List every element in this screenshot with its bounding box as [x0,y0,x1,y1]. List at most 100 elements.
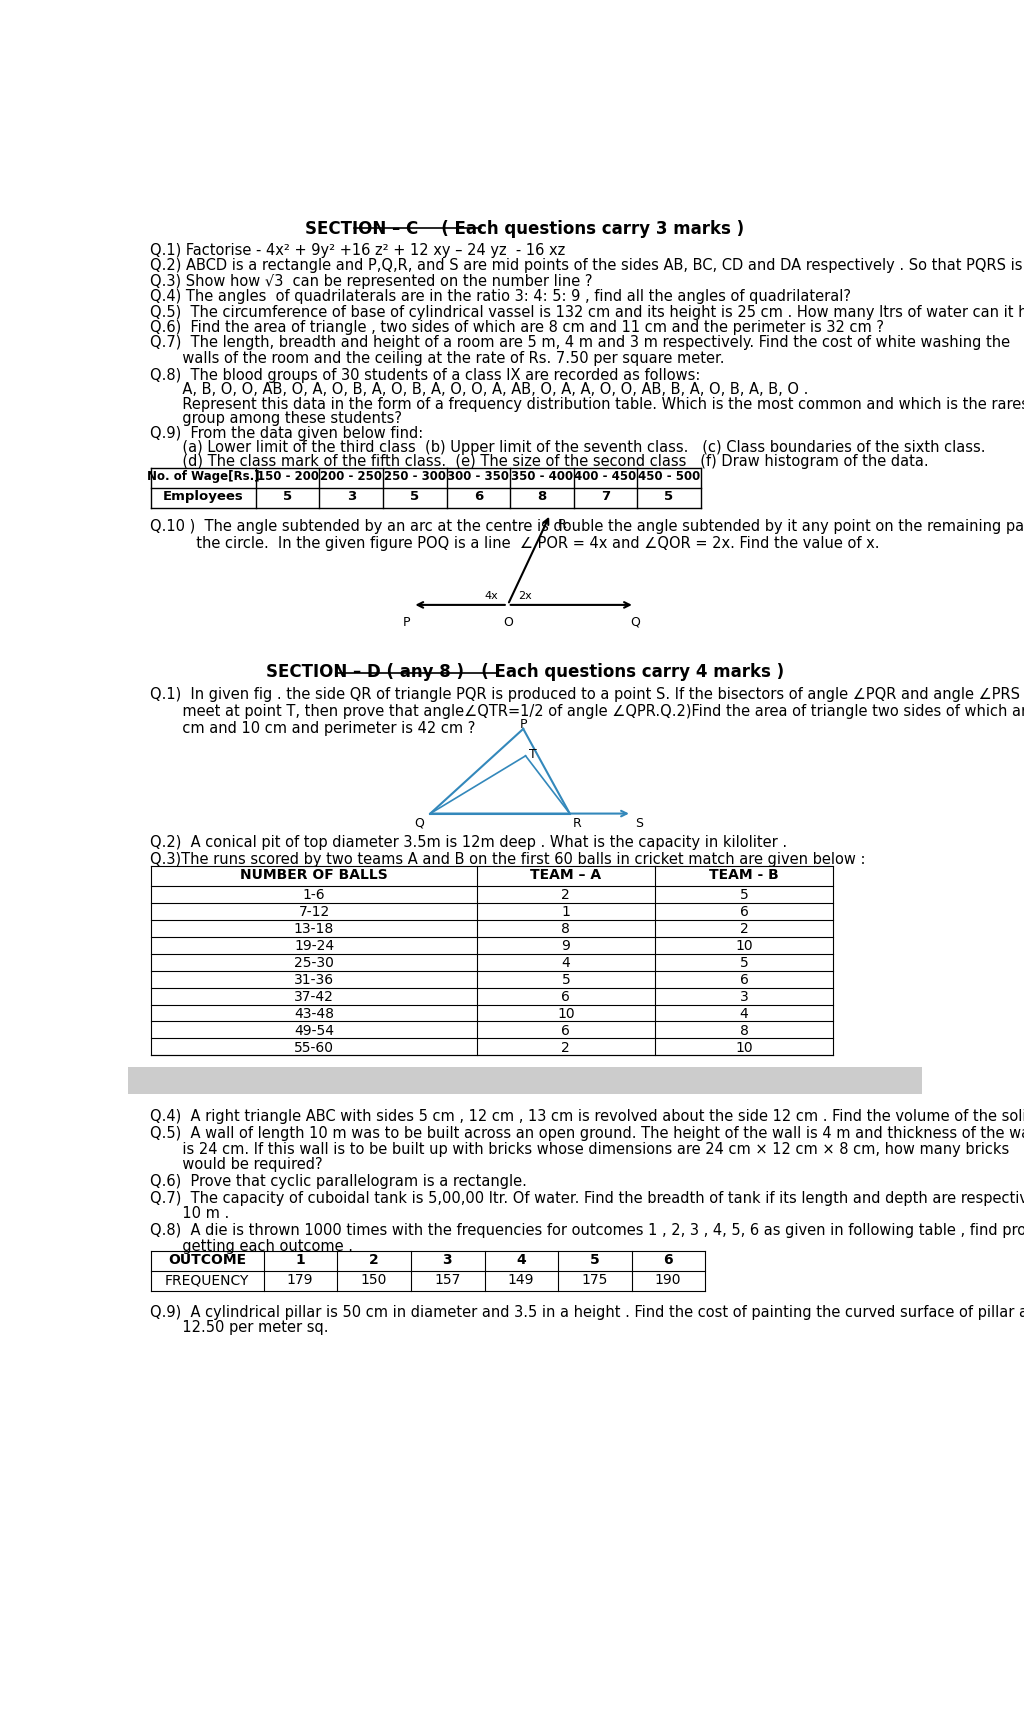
Text: Q.10 )  The angle subtended by an arc at the centre is double the angle subtende: Q.10 ) The angle subtended by an arc at … [150,519,1024,534]
Text: 5: 5 [739,888,749,901]
Text: 2: 2 [561,1041,570,1054]
Text: 6: 6 [561,1023,570,1037]
Text: 49-54: 49-54 [294,1023,334,1037]
Text: Q.7)  The length, breadth and height of a room are 5 m, 4 m and 3 m respectively: Q.7) The length, breadth and height of a… [150,335,1010,350]
Text: 400 - 450: 400 - 450 [574,470,637,482]
Text: SECTION – D ( any 8 )   ( Each questions carry 4 marks ): SECTION – D ( any 8 ) ( Each questions c… [266,663,783,680]
Text: 13-18: 13-18 [294,922,334,936]
Text: 8: 8 [561,922,570,936]
Text: 300 - 350: 300 - 350 [447,470,509,482]
Text: 12.50 per meter sq.: 12.50 per meter sq. [150,1320,329,1336]
Text: walls of the room and the ceiling at the rate of Rs. 7.50 per square meter.: walls of the room and the ceiling at the… [150,350,724,366]
Text: S: S [636,817,643,829]
Text: 31-36: 31-36 [294,974,334,987]
Text: Q.3)The runs scored by two teams A and B on the first 60 balls in cricket match : Q.3)The runs scored by two teams A and B… [150,852,865,867]
Text: 5: 5 [561,974,570,987]
Text: R: R [573,817,582,829]
Text: Q.6)  Prove that cyclic parallelogram is a rectangle.: Q.6) Prove that cyclic parallelogram is … [150,1174,526,1188]
Text: 37-42: 37-42 [294,991,334,1004]
Text: 3: 3 [442,1253,453,1267]
Text: 7-12: 7-12 [298,905,330,919]
Text: A, B, O, O, AB, O, A, O, B, A, O, B, A, O, O, A, AB, O, A, A, O, O, AB, B, A, O,: A, B, O, O, AB, O, A, O, B, A, O, B, A, … [150,381,808,397]
Text: 6: 6 [561,991,570,1004]
Text: 1: 1 [295,1253,305,1267]
Text: 25-30: 25-30 [294,956,334,970]
Text: 179: 179 [287,1274,313,1288]
Text: 5: 5 [590,1253,599,1267]
Text: 10: 10 [557,1006,574,1022]
Text: 1: 1 [561,905,570,919]
Text: Q.2) ABCD is a rectangle and P,Q,R, and S are mid points of the sides AB, BC, CD: Q.2) ABCD is a rectangle and P,Q,R, and … [150,258,1024,273]
Text: P: P [403,616,411,628]
Text: Represent this data in the form of a frequency distribution table. Which is the : Represent this data in the form of a fre… [150,397,1024,412]
Text: OUTCOME: OUTCOME [168,1253,246,1267]
Text: R: R [558,519,567,531]
Text: 1-6: 1-6 [303,888,326,901]
Text: 190: 190 [655,1274,681,1288]
Text: 149: 149 [508,1274,535,1288]
Text: Q.2)  A conical pit of top diameter 3.5m is 12m deep . What is the capacity in k: Q.2) A conical pit of top diameter 3.5m … [150,834,786,850]
Text: 157: 157 [434,1274,461,1288]
Text: 5: 5 [283,489,292,503]
Text: SECTION – C    ( Each questions carry 3 marks ): SECTION – C ( Each questions carry 3 mar… [305,220,744,239]
Text: Q: Q [415,817,424,829]
Text: 2: 2 [369,1253,379,1267]
Text: meet at point T, then prove that angle∠QTR=1/2 of angle ∠QPR.Q.2)Find the area o: meet at point T, then prove that angle∠Q… [150,704,1024,719]
Text: 43-48: 43-48 [294,1006,334,1022]
Text: 6: 6 [739,974,749,987]
Text: 10: 10 [735,1041,753,1054]
Text: O: O [503,616,513,628]
Text: P: P [519,718,527,731]
Text: 2: 2 [739,922,749,936]
Text: 4: 4 [739,1006,749,1022]
Text: would be required?: would be required? [150,1157,323,1173]
Text: 450 - 500: 450 - 500 [638,470,700,482]
Text: 9: 9 [561,939,570,953]
Text: 250 - 300: 250 - 300 [384,470,445,482]
Text: 150: 150 [360,1274,387,1288]
Text: Q.5)  A wall of length 10 m was to be built across an open ground. The height of: Q.5) A wall of length 10 m was to be bui… [150,1126,1024,1142]
Text: 8: 8 [739,1023,749,1037]
Text: 7: 7 [601,489,610,503]
Text: 10: 10 [735,939,753,953]
Text: Q.4)  A right triangle ABC with sides 5 cm , 12 cm , 13 cm is revolved about the: Q.4) A right triangle ABC with sides 5 c… [150,1109,1024,1125]
Text: 6: 6 [739,905,749,919]
Text: Q.1) Factorise - 4x² + 9y² +16 z² + 12 xy – 24 yz  - 16 xz: Q.1) Factorise - 4x² + 9y² +16 z² + 12 x… [150,244,565,258]
Text: NUMBER OF BALLS: NUMBER OF BALLS [240,869,388,883]
Text: 350 - 400: 350 - 400 [511,470,572,482]
Text: 3: 3 [346,489,355,503]
Text: Q.4) The angles  of quadrilaterals are in the ratio 3: 4: 5: 9 , find all the an: Q.4) The angles of quadrilaterals are in… [150,288,851,304]
Text: Q.6)  Find the area of triangle , two sides of which are 8 cm and 11 cm and the : Q.6) Find the area of triangle , two sid… [150,319,884,335]
Text: Q.1)  In given fig . the side QR of triangle PQR is produced to a point S. If th: Q.1) In given fig . the side QR of trian… [150,687,1020,702]
Text: No. of Wage[Rs.]: No. of Wage[Rs.] [146,470,259,482]
Text: Q.8)  The blood groups of 30 students of a class IX are recorded as follows:: Q.8) The blood groups of 30 students of … [150,367,700,383]
Text: 10 m .: 10 m . [150,1207,229,1221]
Text: TEAM - B: TEAM - B [710,869,779,883]
Text: the circle.  In the given figure POQ is a line  ∠ POR = 4x and ∠QOR = 2x. Find t: the circle. In the given figure POQ is a… [150,536,880,551]
Text: TEAM – A: TEAM – A [530,869,601,883]
Text: 2x: 2x [518,591,532,601]
Text: 5: 5 [739,956,749,970]
Text: 4x: 4x [484,591,499,601]
Text: 2: 2 [561,888,570,901]
Text: Q.5)  The circumference of base of cylindrical vassel is 132 cm and its height i: Q.5) The circumference of base of cylind… [150,304,1024,319]
Text: cm and 10 cm and perimeter is 42 cm ?: cm and 10 cm and perimeter is 42 cm ? [150,721,475,737]
Text: 4: 4 [516,1253,525,1267]
Text: 8: 8 [538,489,547,503]
Text: 200 - 250: 200 - 250 [321,470,382,482]
Text: T: T [529,749,538,761]
Text: Q.3) Show how √3  can be represented on the number line ?: Q.3) Show how √3 can be represented on t… [150,273,592,288]
Text: 6: 6 [474,489,483,503]
Text: FREQUENCY: FREQUENCY [165,1274,249,1288]
Text: 150 - 200: 150 - 200 [257,470,318,482]
Text: 5: 5 [411,489,419,503]
Text: 19-24: 19-24 [294,939,334,953]
Text: 6: 6 [664,1253,673,1267]
Text: Employees: Employees [163,489,244,503]
Text: getting each outcome .: getting each outcome . [150,1238,352,1253]
Text: Q: Q [631,616,641,628]
Bar [128,1066,922,1094]
Text: 5: 5 [665,489,674,503]
Text: Q.8)  A die is thrown 1000 times with the frequencies for outcomes 1 , 2, 3 , 4,: Q.8) A die is thrown 1000 times with the… [150,1223,1024,1238]
Text: group among these students?: group among these students? [150,410,401,426]
